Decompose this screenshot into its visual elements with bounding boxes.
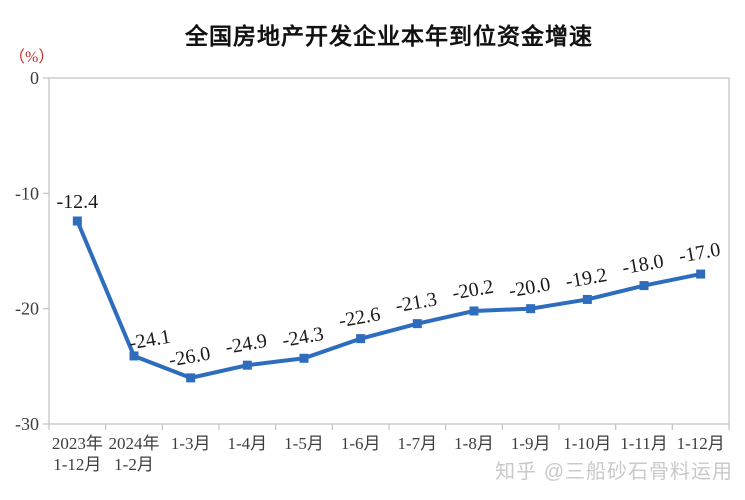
data-point-marker — [412, 319, 422, 329]
x-tick-label: 1-7月 — [397, 434, 437, 453]
data-point-marker — [582, 294, 592, 304]
x-tick-label: 1-11月 — [620, 434, 668, 453]
x-tick-label: 2024年 1-2月 — [109, 434, 160, 474]
data-point-label: -18.0 — [621, 250, 666, 279]
y-axis-unit-label: （%） — [9, 49, 55, 66]
data-point-label: -17.0 — [677, 239, 722, 268]
data-point-marker — [469, 306, 479, 316]
y-tick-label: -20 — [15, 299, 39, 319]
plot-frame — [48, 77, 730, 425]
watermark: 知乎 @三船砂石骨料运用 — [495, 461, 733, 483]
data-point-marker — [72, 216, 82, 226]
data-point-marker — [186, 373, 196, 383]
x-tick-label: 1-9月 — [511, 434, 551, 453]
data-point-label: -26.0 — [167, 343, 212, 372]
x-tick-label: 1-10月 — [563, 434, 611, 453]
data-point-label: -24.9 — [224, 330, 269, 359]
x-tick-label: 1-3月 — [171, 434, 211, 453]
y-tick-label: -30 — [15, 414, 39, 434]
y-tick-label: 0 — [30, 68, 39, 88]
chart-title: 全国房地产开发企业本年到位资金增速 — [185, 23, 593, 49]
data-point-marker — [299, 353, 309, 363]
data-point-label: -20.0 — [507, 273, 552, 302]
data-point-marker — [356, 334, 366, 344]
x-tick-label: 2023年 1-12月 — [52, 434, 103, 474]
data-point-marker — [242, 360, 252, 370]
data-point-marker — [129, 351, 139, 361]
y-tick-label: -10 — [15, 183, 39, 203]
data-point-label: -24.3 — [281, 323, 326, 352]
data-point-label: -12.4 — [56, 191, 98, 213]
data-point-label: -24.1 — [128, 326, 173, 355]
data-point-label: -20.2 — [451, 276, 496, 305]
data-point-marker — [696, 269, 706, 279]
x-tick-label: 1-12月 — [677, 434, 725, 453]
data-point-label: -19.2 — [564, 264, 609, 293]
x-tick-label: 1-8月 — [454, 434, 494, 453]
x-tick-label: 1-5月 — [284, 434, 324, 453]
line-series — [75, 219, 703, 380]
data-point-marker — [526, 304, 536, 314]
data-point-label: -21.3 — [394, 288, 439, 317]
data-point-marker — [639, 281, 649, 291]
x-tick-label: 1-6月 — [341, 434, 381, 453]
data-point-label: -22.6 — [337, 303, 382, 332]
x-tick-label: 1-4月 — [227, 434, 267, 453]
